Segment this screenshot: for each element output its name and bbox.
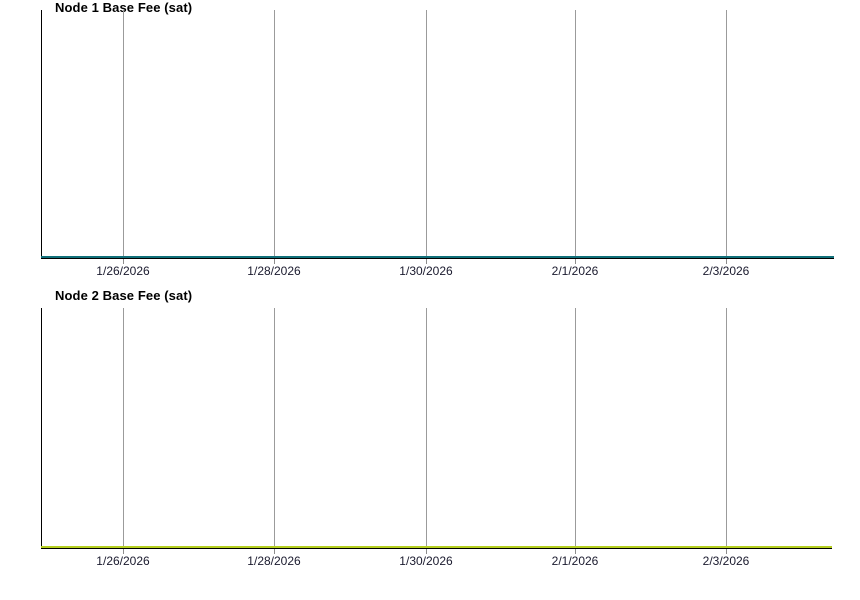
chart-2-plot-area: [41, 308, 832, 554]
chart-1-gridline-2: [274, 10, 275, 258]
chart-2-tick-4: [575, 549, 576, 554]
chart-2-tick-label-5: 2/3/2026: [702, 554, 750, 568]
chart-2-gridline-1: [123, 308, 124, 548]
chart-1-gridline-4: [575, 10, 576, 258]
chart-2-tick-label-4: 2/1/2026: [551, 554, 599, 568]
chart-2-tick-5: [726, 549, 727, 554]
chart-2-gridline-4: [575, 308, 576, 548]
chart-1-tick-label-2: 1/28/2026: [247, 264, 301, 278]
chart-2-gridline-5: [726, 308, 727, 548]
chart-1-title: Node 1 Base Fee (sat): [55, 0, 193, 15]
chart-1-tick-2: [274, 259, 275, 264]
chart-panel-node-2: Node 2 Base Fee (sat) 1/26/2026 1/28/202…: [0, 288, 860, 588]
chart-1-gridline-3: [426, 10, 427, 258]
chart-2-title: Node 2 Base Fee (sat): [55, 288, 193, 303]
chart-2-series-node-2-base-fee: [41, 546, 832, 548]
chart-1-tick-label-5: 2/3/2026: [702, 264, 750, 278]
chart-2-x-axis: [41, 548, 832, 549]
chart-2-y-axis: [41, 308, 42, 549]
chart-1-tick-label-3: 1/30/2026: [399, 264, 453, 278]
chart-2-gridline-2: [274, 308, 275, 548]
chart-2-tick-label-1: 1/26/2026: [96, 554, 150, 568]
chart-1-tick-4: [575, 259, 576, 264]
chart-2-tick-3: [426, 549, 427, 554]
chart-1-x-axis: [41, 258, 834, 259]
chart-1-tick-5: [726, 259, 727, 264]
chart-2-tick-1: [123, 549, 124, 554]
chart-2-tick-label-3: 1/30/2026: [399, 554, 453, 568]
chart-1-series-node-1-base-fee: [41, 256, 834, 258]
chart-1-tick-3: [426, 259, 427, 264]
chart-2-gridline-3: [426, 308, 427, 548]
chart-1-tick-label-4: 2/1/2026: [551, 264, 599, 278]
chart-panel-node-1: Node 1 Base Fee (sat) 1/26/2026 1/28/202…: [0, 0, 860, 285]
chart-1-tick-1: [123, 259, 124, 264]
chart-1-gridline-5: [726, 10, 727, 258]
chart-1-y-axis: [41, 10, 42, 259]
chart-2-tick-label-2: 1/28/2026: [247, 554, 301, 568]
chart-1-gridline-1: [123, 10, 124, 258]
chart-1-tick-label-1: 1/26/2026: [96, 264, 150, 278]
chart-2-tick-2: [274, 549, 275, 554]
chart-1-plot-area: [41, 10, 834, 264]
